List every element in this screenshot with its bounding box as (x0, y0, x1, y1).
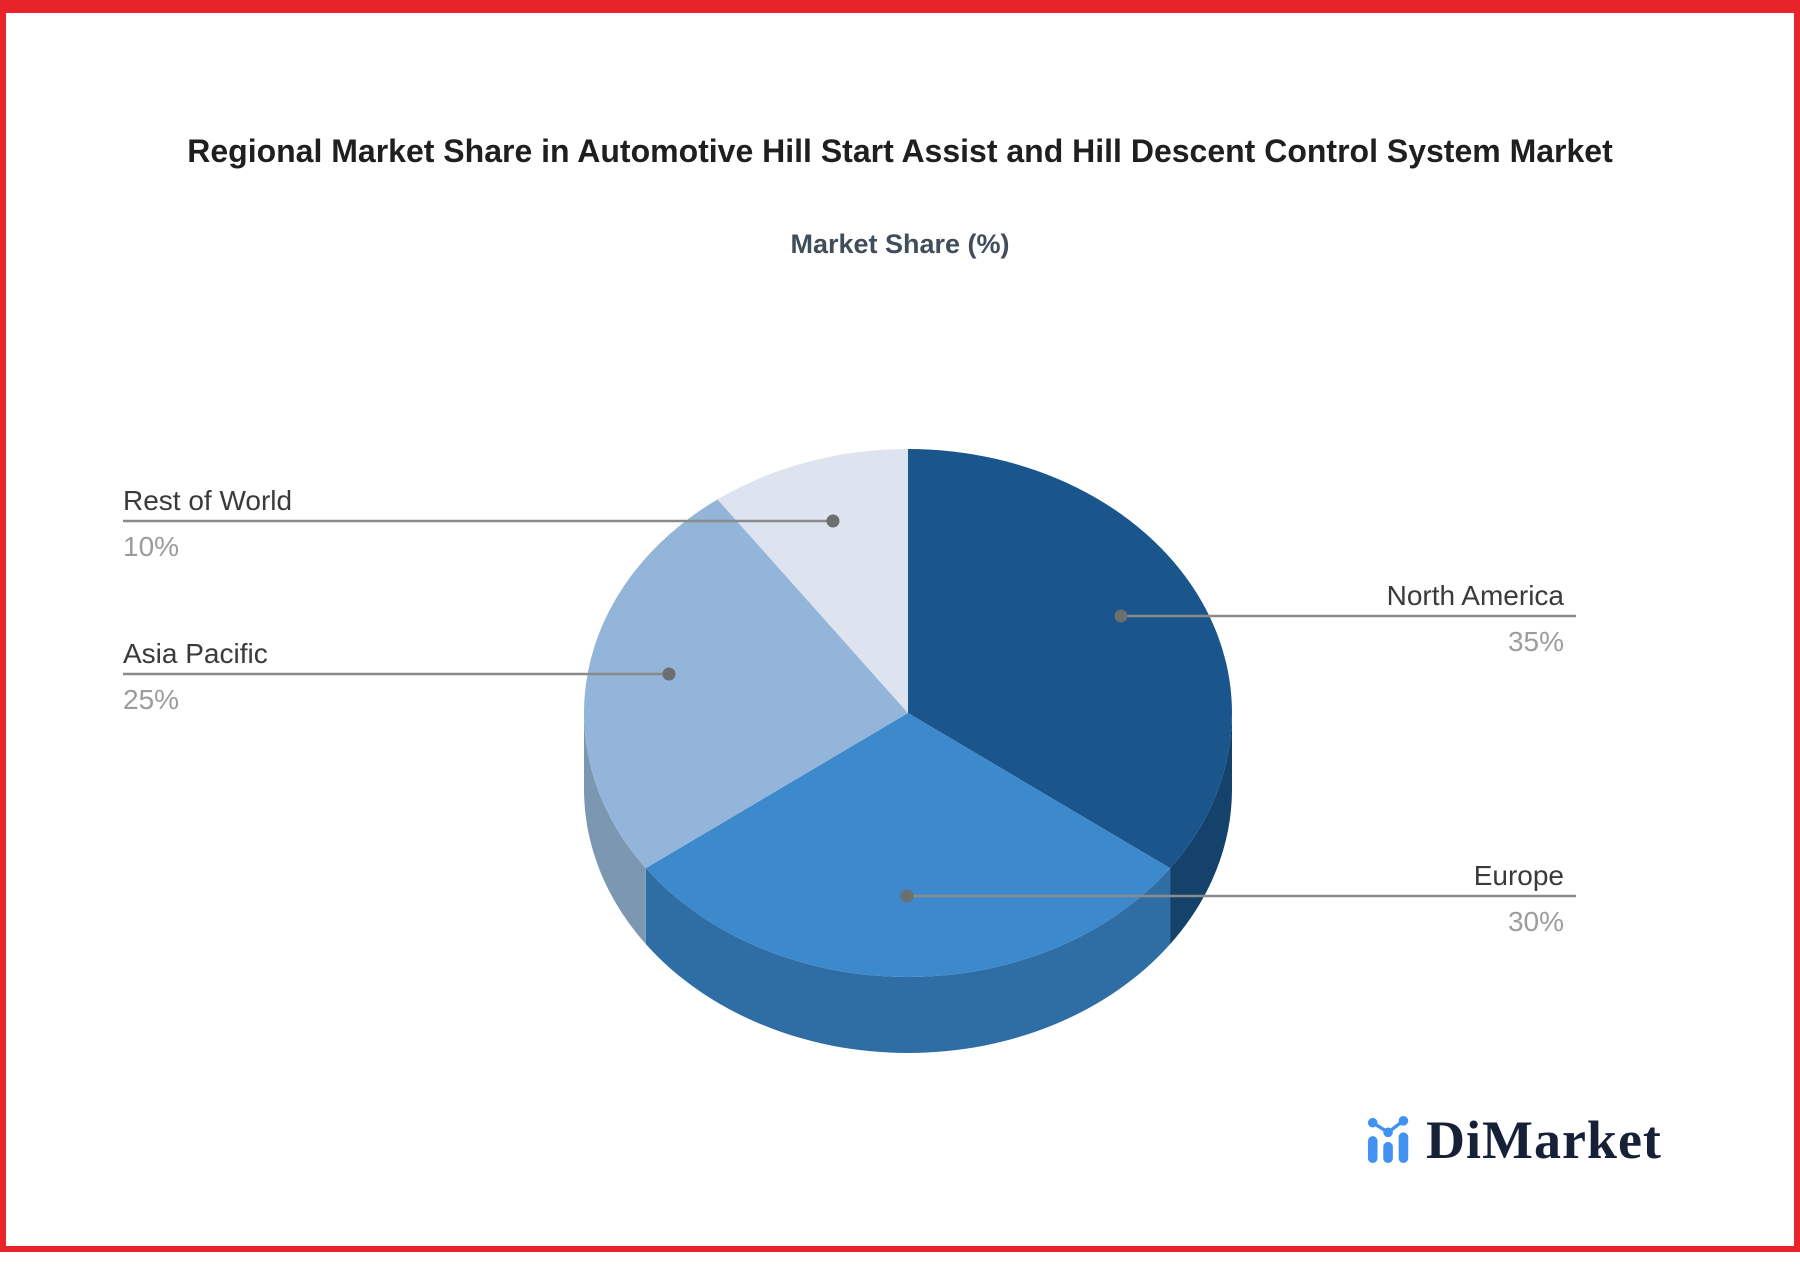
slice-label-north-america: North America 35% (1144, 578, 1564, 660)
pie-slice-north-america (908, 449, 1233, 869)
slice-percent: 35% (1507, 626, 1564, 657)
chart-title: Regional Market Share in Automotive Hill… (187, 133, 1613, 169)
slice-name: Europe (1473, 860, 1564, 891)
pie-slice-rest-of-world (717, 449, 908, 713)
slice-label-europe: Europe 30% (1144, 858, 1564, 940)
chart-subtitle: Market Share (%) (790, 229, 1010, 259)
pie-slice-europe (645, 713, 1171, 978)
connector-dot-asia-pacific (662, 667, 676, 681)
slice-name: Rest of World (123, 485, 293, 516)
slice-percent: 30% (1507, 906, 1564, 937)
pie-side-north-america (1170, 713, 1232, 945)
slice-percent: 25% (123, 684, 180, 715)
dimarket-logo: DiMarket (1366, 1109, 1662, 1171)
dimarket-logo-icon (1367, 1116, 1409, 1164)
connector-dot-europe (900, 889, 914, 903)
pie-chart (123, 449, 1576, 1054)
slice-label-asia-pacific: Asia Pacific 25% (123, 636, 543, 718)
connector-dot-north-america (1114, 609, 1128, 623)
connector-dot-rest-of-world (826, 514, 840, 528)
slice-label-rest-of-world: Rest of World 10% (123, 483, 543, 565)
slice-percent: 10% (123, 531, 180, 562)
dimarket-logo-text: DiMarket (1426, 1110, 1662, 1170)
pie-side-asia-pacific (583, 713, 646, 945)
slice-name: Asia Pacific (123, 638, 268, 669)
pie-slice-asia-pacific (583, 499, 908, 869)
slice-name: North America (1386, 580, 1564, 611)
pie-side-europe (645, 868, 1171, 1054)
